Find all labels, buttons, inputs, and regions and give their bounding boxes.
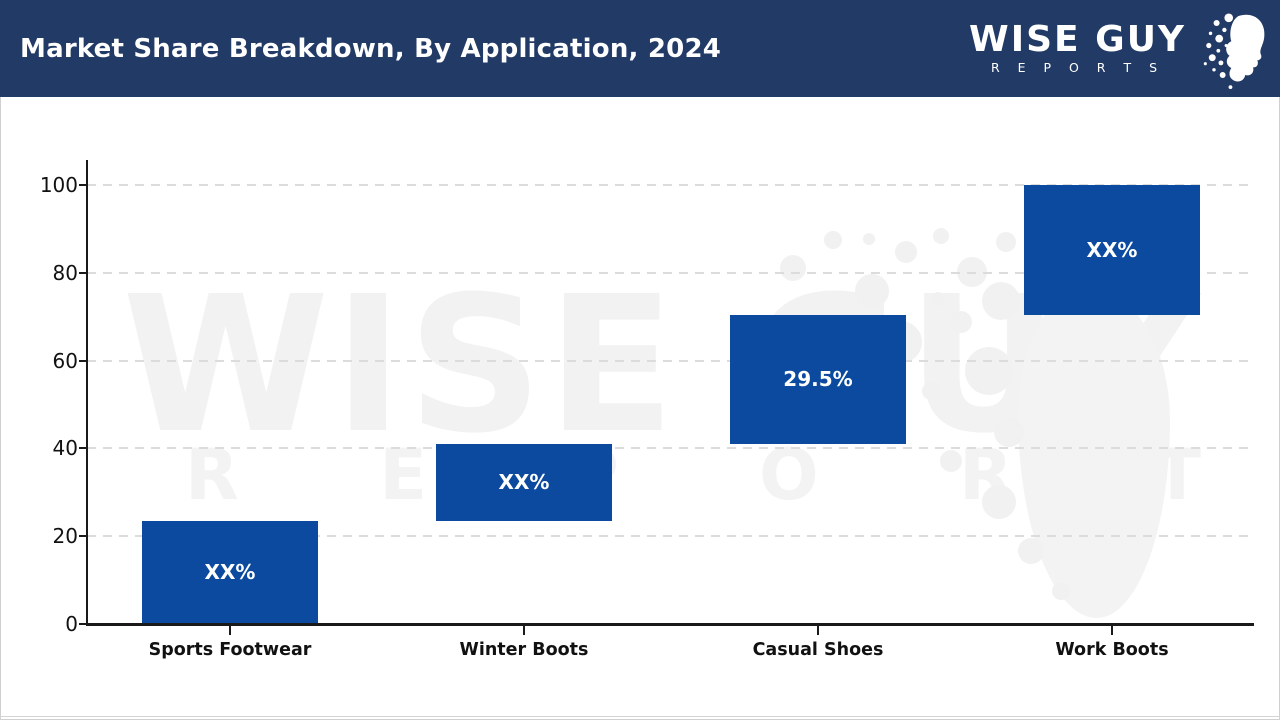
y-tick-label-40: 40 xyxy=(52,436,78,461)
watermark-dot xyxy=(950,311,972,333)
bar-value-label-sports-footwear: XX% xyxy=(204,560,256,585)
logo-reports-label: R E P O R T S xyxy=(990,60,1165,76)
x-tick-mark-winter-boots xyxy=(523,626,525,635)
y-tick-label-0: 0 xyxy=(65,612,78,636)
x-tick-mark-sports-footwear xyxy=(229,626,231,635)
y-tick-label-60: 60 xyxy=(52,348,78,373)
bar-value-label-casual-shoes: 29.5% xyxy=(783,367,853,392)
watermark-dot xyxy=(982,282,1020,320)
watermark-dot xyxy=(933,228,949,244)
bar-winter-boots: XX% xyxy=(436,444,612,521)
chart-title: Market Share Breakdown, By Application, … xyxy=(20,33,722,64)
watermark-dot xyxy=(940,450,962,472)
watermark-face-blob xyxy=(1018,288,1170,618)
gridline-20 xyxy=(87,535,1253,538)
watermark-dot xyxy=(931,292,945,306)
bar-work-boots: XX% xyxy=(1024,185,1200,315)
logo-wordmark: WISE GUY xyxy=(968,19,1186,61)
y-tick-mark-60 xyxy=(79,359,86,362)
gridline-40 xyxy=(87,447,1253,450)
logo-text: WISE GUY R E P O R T S xyxy=(969,22,1186,75)
y-tick-mark-80 xyxy=(79,271,86,274)
watermark-dot xyxy=(863,233,875,245)
gridline-60 xyxy=(87,359,1253,362)
y-tick-label-100: 100 xyxy=(39,173,78,197)
y-axis-line xyxy=(86,160,88,626)
bar-casual-shoes: 29.5% xyxy=(730,314,906,444)
bar-sports-footwear: XX% xyxy=(142,520,318,624)
watermark-dot xyxy=(824,231,842,249)
x-axis-label-sports-footwear: Sports Footwear xyxy=(148,640,312,660)
watermark-dot xyxy=(994,417,1024,447)
y-tick-mark-0 xyxy=(79,623,86,625)
y-tick-mark-40 xyxy=(79,447,86,450)
bar-value-label-winter-boots: XX% xyxy=(498,470,550,495)
y-tick-mark-100 xyxy=(79,184,86,186)
x-tick-mark-work-boots xyxy=(1111,626,1113,635)
wiseguy-face-icon xyxy=(1203,12,1265,89)
y-tick-label-20: 20 xyxy=(52,524,78,549)
header-bar: Market Share Breakdown, By Application, … xyxy=(0,0,1280,97)
watermark-dot xyxy=(855,274,889,308)
bar-value-label-work-boots: XX% xyxy=(1086,237,1138,262)
watermark-dot xyxy=(895,241,917,263)
x-axis-label-work-boots: Work Boots xyxy=(1055,640,1169,660)
y-tick-label-80: 80 xyxy=(52,260,78,285)
x-axis-label-casual-shoes: Casual Shoes xyxy=(752,640,884,660)
watermark-dot xyxy=(982,485,1016,519)
wiseguy-logo: WISE GUY R E P O R T S xyxy=(969,9,1266,89)
x-tick-mark-casual-shoes xyxy=(817,626,819,635)
y-tick-mark-20 xyxy=(79,535,86,538)
watermark-dot xyxy=(996,232,1016,252)
x-axis-label-winter-boots: Winter Boots xyxy=(459,640,589,660)
gridline-100 xyxy=(87,184,1253,186)
watermark-dot xyxy=(780,255,806,281)
gridline-80 xyxy=(87,271,1253,274)
watermark-dot xyxy=(922,382,940,400)
bottom-border-line xyxy=(0,716,1280,717)
watermark-dot xyxy=(1052,582,1070,600)
watermark-dot xyxy=(1018,538,1044,564)
x-axis-line xyxy=(86,623,1254,626)
watermark-dot xyxy=(965,347,1013,395)
